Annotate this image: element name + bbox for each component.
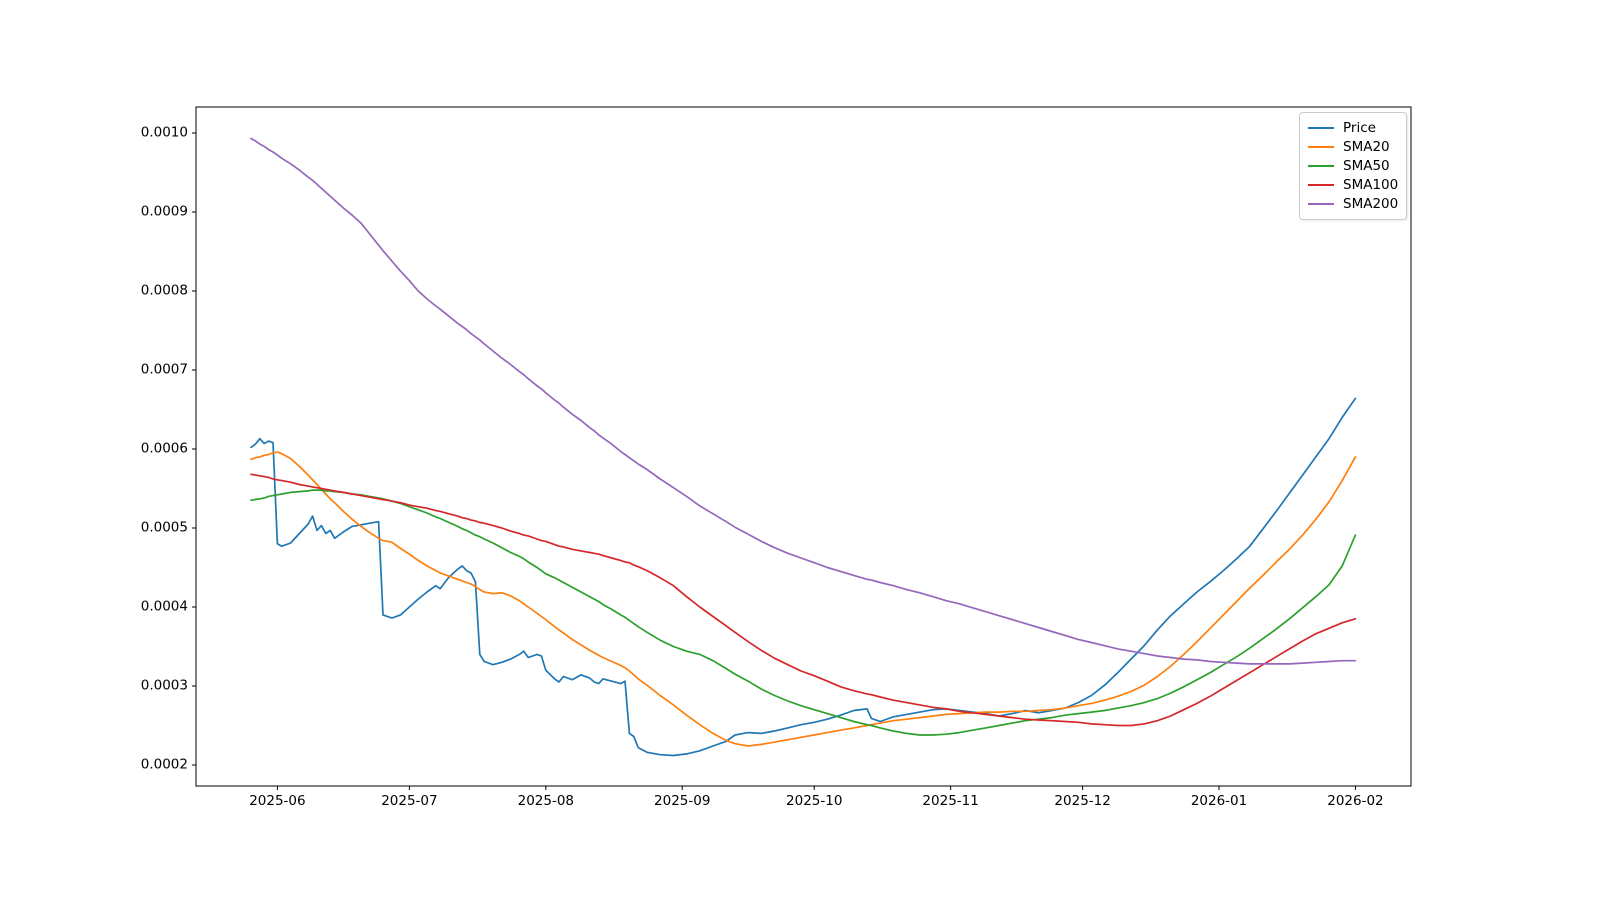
y-tick-label: 0.0010 (140, 124, 188, 141)
legend: Price SMA20 SMA50 SMA100 SMA200 (1299, 112, 1407, 220)
legend-label: SMA200 (1343, 196, 1399, 213)
sma100-line (250, 473, 1357, 727)
x-tick-label: 2026-02 (1327, 793, 1384, 809)
legend-label: SMA50 (1343, 158, 1390, 174)
legend-line-icon (1308, 145, 1334, 148)
sma20-line (250, 451, 1357, 747)
sma200-line (250, 137, 1357, 665)
legend-label: SMA20 (1343, 138, 1390, 155)
legend-item-sma100: SMA100 (1308, 176, 1399, 195)
x-tick-label: 2025-06 (249, 793, 306, 809)
x-tick-label: 2025-11 (922, 793, 979, 809)
legend-line-icon (1308, 184, 1334, 187)
legend-line-icon (1308, 126, 1334, 129)
y-tick-label: 0.0002 (140, 756, 188, 773)
x-tick-label: 2025-08 (517, 793, 575, 809)
price-line (250, 397, 1357, 757)
legend-item-sma50: SMA50 (1308, 156, 1397, 175)
y-tick-label: 0.0006 (140, 440, 188, 457)
legend-item-sma20: SMA20 (1308, 137, 1397, 156)
legend-line-icon (1308, 203, 1334, 206)
legend-item-sma200: SMA200 (1308, 195, 1399, 214)
y-tick-label: 0.0004 (140, 598, 188, 615)
y-tick-label: 0.0005 (140, 519, 188, 536)
legend-label: Price (1343, 119, 1376, 136)
x-tick-label: 2025-09 (654, 793, 711, 809)
x-tick-label: 2025-12 (1054, 793, 1111, 809)
legend-line-icon (1308, 165, 1334, 167)
legend-label: SMA100 (1343, 177, 1399, 194)
x-tick-label: 2025-07 (381, 793, 438, 809)
legend-item-price: Price (1308, 118, 1397, 137)
y-tick-label: 0.0009 (140, 203, 188, 220)
x-tick-label: 2026-01 (1190, 793, 1248, 809)
y-tick-label: 0.0007 (140, 361, 188, 378)
axes-frame (195, 106, 1412, 787)
x-tick-label: 2025-10 (786, 793, 843, 809)
y-tick-label: 0.0008 (140, 282, 188, 299)
y-tick-label: 0.0003 (140, 677, 188, 694)
